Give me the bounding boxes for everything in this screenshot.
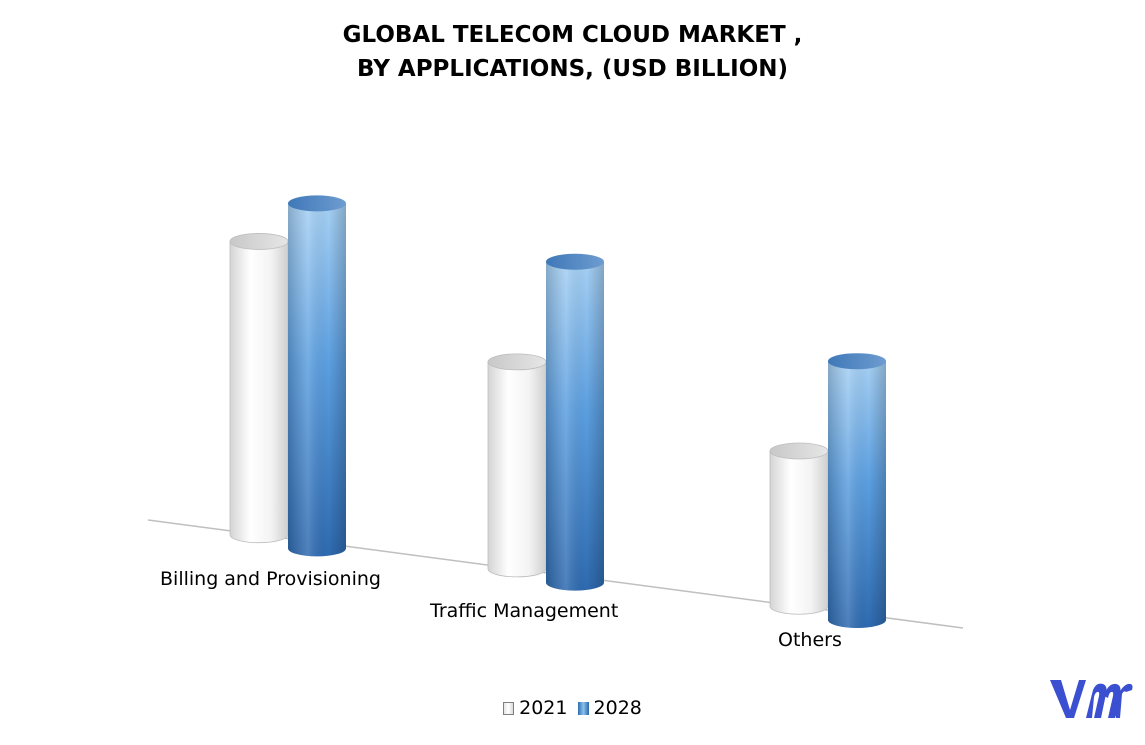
chart-title: GLOBAL TELECOM CLOUD MARKET , BY APPLICA… — [0, 18, 1145, 86]
legend-label-2021: 2021 — [519, 697, 568, 719]
category-label-traffic-management: Traffic Management — [429, 600, 618, 622]
legend-label-2028: 2028 — [593, 697, 642, 719]
bar-2028-billing-and-provisioning — [288, 195, 346, 557]
vmr-logo — [1050, 680, 1133, 718]
bar-2021-billing-and-provisioning — [229, 233, 289, 544]
legend-item-2028: 2028 — [577, 697, 642, 719]
bar-2028-traffic-management — [546, 253, 604, 591]
bar-2028-others — [828, 353, 886, 628]
legend-swatch-2021 — [503, 701, 515, 715]
legend-swatch-2028 — [577, 701, 589, 715]
chart-title-line-1: GLOBAL TELECOM CLOUD MARKET , — [342, 22, 803, 48]
category-label-billing-and-provisioning: Billing and Provisioning — [160, 568, 381, 590]
bar-2021-traffic-management — [487, 353, 547, 578]
legend-item-2021: 2021 — [503, 697, 567, 719]
bar-2021-others — [769, 442, 829, 615]
category-label-others: Others — [778, 629, 842, 651]
legend: 2021 2028 — [0, 697, 1145, 720]
chart-title-line-2: BY APPLICATIONS, (USD BILLION) — [356, 56, 789, 82]
